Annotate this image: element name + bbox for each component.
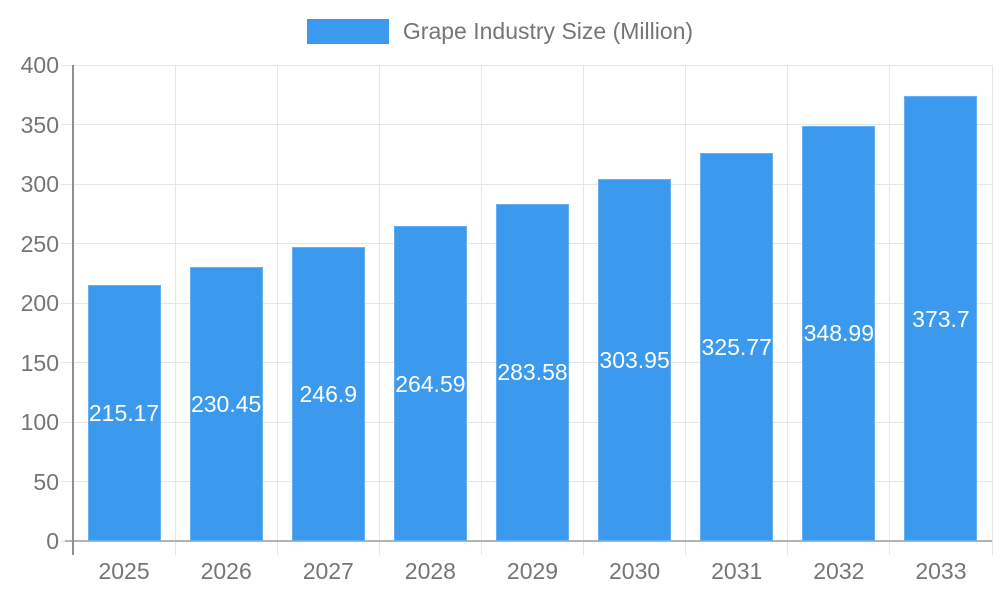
x-axis-label: 2025 xyxy=(98,558,150,584)
x-axis-tick xyxy=(378,541,380,555)
y-axis-tick xyxy=(61,421,73,423)
x-axis-tick xyxy=(685,541,687,555)
bar-value-label: 348.99 xyxy=(803,320,874,347)
bar-value-label: 246.9 xyxy=(299,381,358,408)
gridline-horizontal xyxy=(73,124,992,125)
y-axis-label: 50 xyxy=(33,468,59,495)
x-axis-label: 2029 xyxy=(506,558,559,584)
bar-value-label: 283.58 xyxy=(497,359,568,386)
y-axis-tick xyxy=(61,183,73,185)
gridline-vertical xyxy=(583,65,585,541)
x-axis-label: 2026 xyxy=(200,558,252,584)
x-axis-tick xyxy=(276,541,278,555)
bar-2031[interactable] xyxy=(700,153,774,541)
gridline-horizontal xyxy=(73,183,992,185)
y-axis-label: 250 xyxy=(20,230,59,257)
x-axis-label: 2028 xyxy=(404,558,456,584)
legend-swatch xyxy=(306,19,389,44)
x-axis-label: 2033 xyxy=(915,558,967,584)
bar-value-label: 303.95 xyxy=(599,347,670,374)
y-axis-label: 350 xyxy=(20,111,59,138)
bar-value-label: 215.17 xyxy=(88,399,160,426)
bar-2028[interactable] xyxy=(393,226,467,541)
bar-2032[interactable] xyxy=(802,125,876,541)
x-axis-tick xyxy=(583,541,585,555)
y-axis-line xyxy=(72,65,74,555)
gridline-vertical xyxy=(174,65,176,541)
legend[interactable]: Grape Industry Size (Million) xyxy=(0,18,1000,45)
bar-2033[interactable] xyxy=(904,96,978,541)
x-axis-tick xyxy=(480,541,482,555)
gridline-vertical xyxy=(480,65,482,541)
bar-2027[interactable] xyxy=(291,247,365,541)
y-axis-label: 300 xyxy=(20,171,59,197)
gridline-vertical xyxy=(685,65,687,541)
x-axis-label: 2030 xyxy=(609,558,661,584)
bar-2025[interactable] xyxy=(87,284,161,541)
bar-value-label: 230.45 xyxy=(190,390,262,417)
gridline-vertical xyxy=(276,65,278,541)
x-axis-tick xyxy=(787,541,789,555)
x-axis-tick xyxy=(991,541,993,555)
y-axis-tick xyxy=(61,64,73,66)
bar-2030[interactable] xyxy=(598,179,672,541)
y-axis-label: 100 xyxy=(20,409,59,435)
gridline-vertical xyxy=(787,65,789,541)
bar-value-label: 325.77 xyxy=(701,334,772,361)
x-axis-label: 2027 xyxy=(302,558,354,584)
bar-value-label: 264.59 xyxy=(395,370,466,397)
y-axis-tick xyxy=(61,302,73,304)
y-axis-tick xyxy=(61,243,73,244)
y-axis-label: 150 xyxy=(20,349,59,376)
gridline-horizontal xyxy=(73,64,992,66)
y-axis-tick xyxy=(61,481,73,482)
gridline-vertical xyxy=(378,65,380,541)
x-axis-label: 2032 xyxy=(813,558,865,584)
gridline-vertical xyxy=(889,65,891,541)
bar-2029[interactable] xyxy=(496,203,569,541)
y-axis-tick xyxy=(61,362,73,363)
x-axis-tick xyxy=(174,541,176,555)
gridline-vertical xyxy=(991,65,993,541)
y-axis-tick xyxy=(61,124,73,125)
y-axis-label: 400 xyxy=(20,52,59,78)
x-axis-label: 2031 xyxy=(711,558,763,584)
x-axis-tick xyxy=(889,541,891,555)
y-axis-label: 200 xyxy=(20,290,59,316)
bar-2026[interactable] xyxy=(189,266,263,541)
legend-label: Grape Industry Size (Million) xyxy=(402,18,694,44)
x-axis-line xyxy=(65,540,992,542)
bar-value-label: 373.7 xyxy=(912,305,970,332)
y-axis-label: 0 xyxy=(46,528,59,554)
